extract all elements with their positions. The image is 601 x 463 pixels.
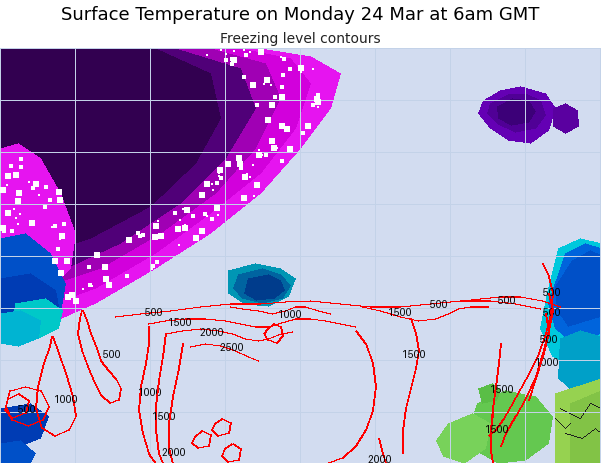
- Text: Freezing level contours: Freezing level contours: [220, 32, 381, 46]
- Text: Surface Temperature on Monday 24 Mar at 6am GMT: Surface Temperature on Monday 24 Mar at …: [61, 6, 540, 25]
